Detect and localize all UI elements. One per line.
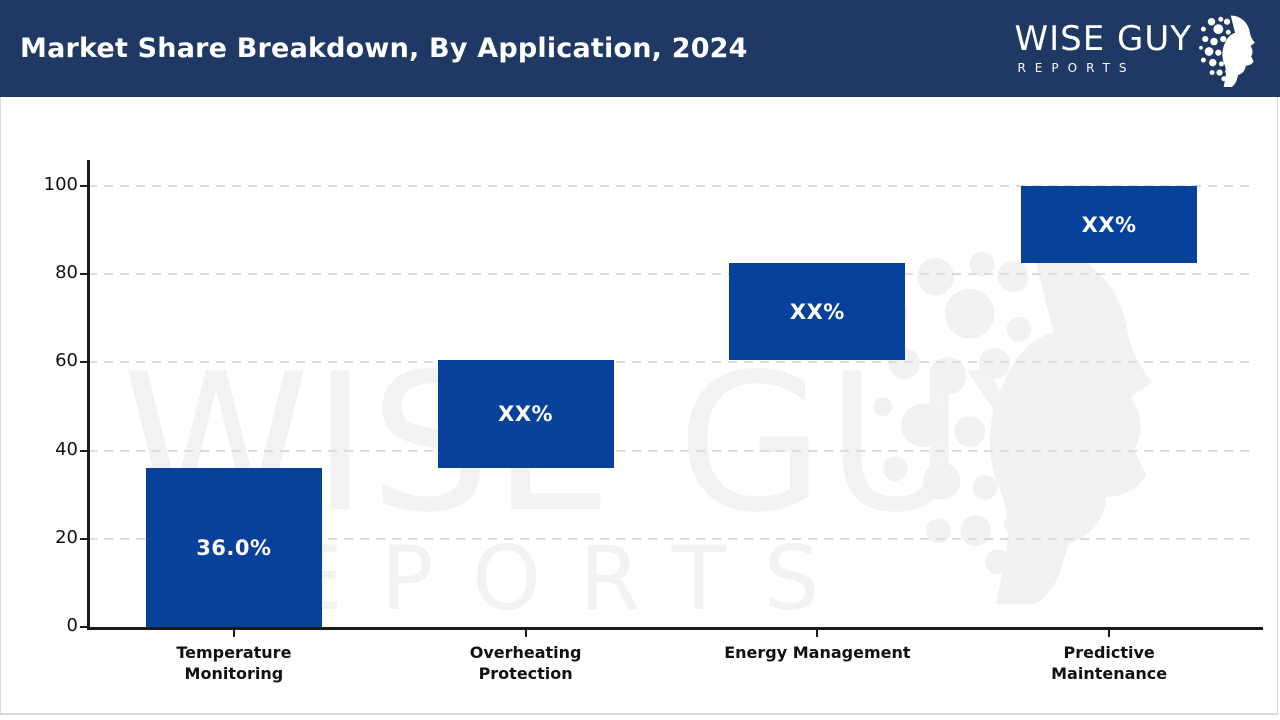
bar: XX% [729,263,906,361]
y-tick-label: 40 [55,438,78,460]
x-category-label-line: Energy Management [724,643,911,662]
x-category-label-line: Predictive [1063,643,1155,662]
wiseguy-face-icon [1199,15,1255,87]
y-tick-label: 60 [55,350,78,372]
x-category-label-line: Protection [478,664,573,683]
y-tick-label: 20 [55,526,78,548]
y-tick-mark [80,537,88,540]
y-tick-mark [80,185,88,187]
x-tick-mark [524,629,527,637]
y-tick-label: 0 [66,615,78,636]
bar-value-label: XX% [789,299,845,324]
header-bar: Market Share Breakdown, By Application, … [0,0,1280,97]
gridline [88,185,1255,187]
wiseguy-logo: WISE GUY REPORTS [1014,11,1258,87]
y-tick-mark [80,361,88,364]
gridline [88,449,1255,452]
y-tick-label: 100 [43,174,78,195]
x-category-label-line: Overheating [469,643,582,662]
page-title: Market Share Breakdown, By Application, … [20,33,748,64]
logo-reports-text: REPORTS [1017,60,1136,75]
x-tick-mark [1108,629,1111,637]
x-category-label: Overheating Protection [376,642,676,684]
y-tick-mark [80,449,88,452]
y-axis-line [87,160,90,629]
gridline [88,537,1255,540]
logo-wiseguy-text: WISE GUY [1014,19,1192,60]
x-tick-mark [816,629,819,637]
x-tick-mark [232,629,235,637]
x-category-label-line: Temperature [176,643,292,662]
y-tick-mark [80,273,88,276]
gridline [88,273,1255,276]
bar-value-label: 36.0% [196,535,272,560]
bar-value-label: XX% [498,402,554,427]
x-category-label: Predictive Maintenance [959,642,1259,684]
bar-value-label: XX% [1081,212,1137,237]
y-tick-label: 80 [55,262,78,284]
x-category-label-line: Maintenance [1051,664,1168,683]
bar: XX% [437,360,614,469]
bar: XX% [1021,186,1198,264]
bar: 36.0% [145,468,322,627]
y-tick-mark [80,626,88,628]
wiseguy-logo-text: WISE GUY REPORTS [1014,19,1192,75]
x-axis-line [87,627,1263,630]
x-category-label-line: Monitoring [184,664,284,683]
x-category-label: Temperature Monitoring [84,642,384,684]
gridline [88,361,1255,364]
x-category-label: Energy Management [667,642,967,663]
